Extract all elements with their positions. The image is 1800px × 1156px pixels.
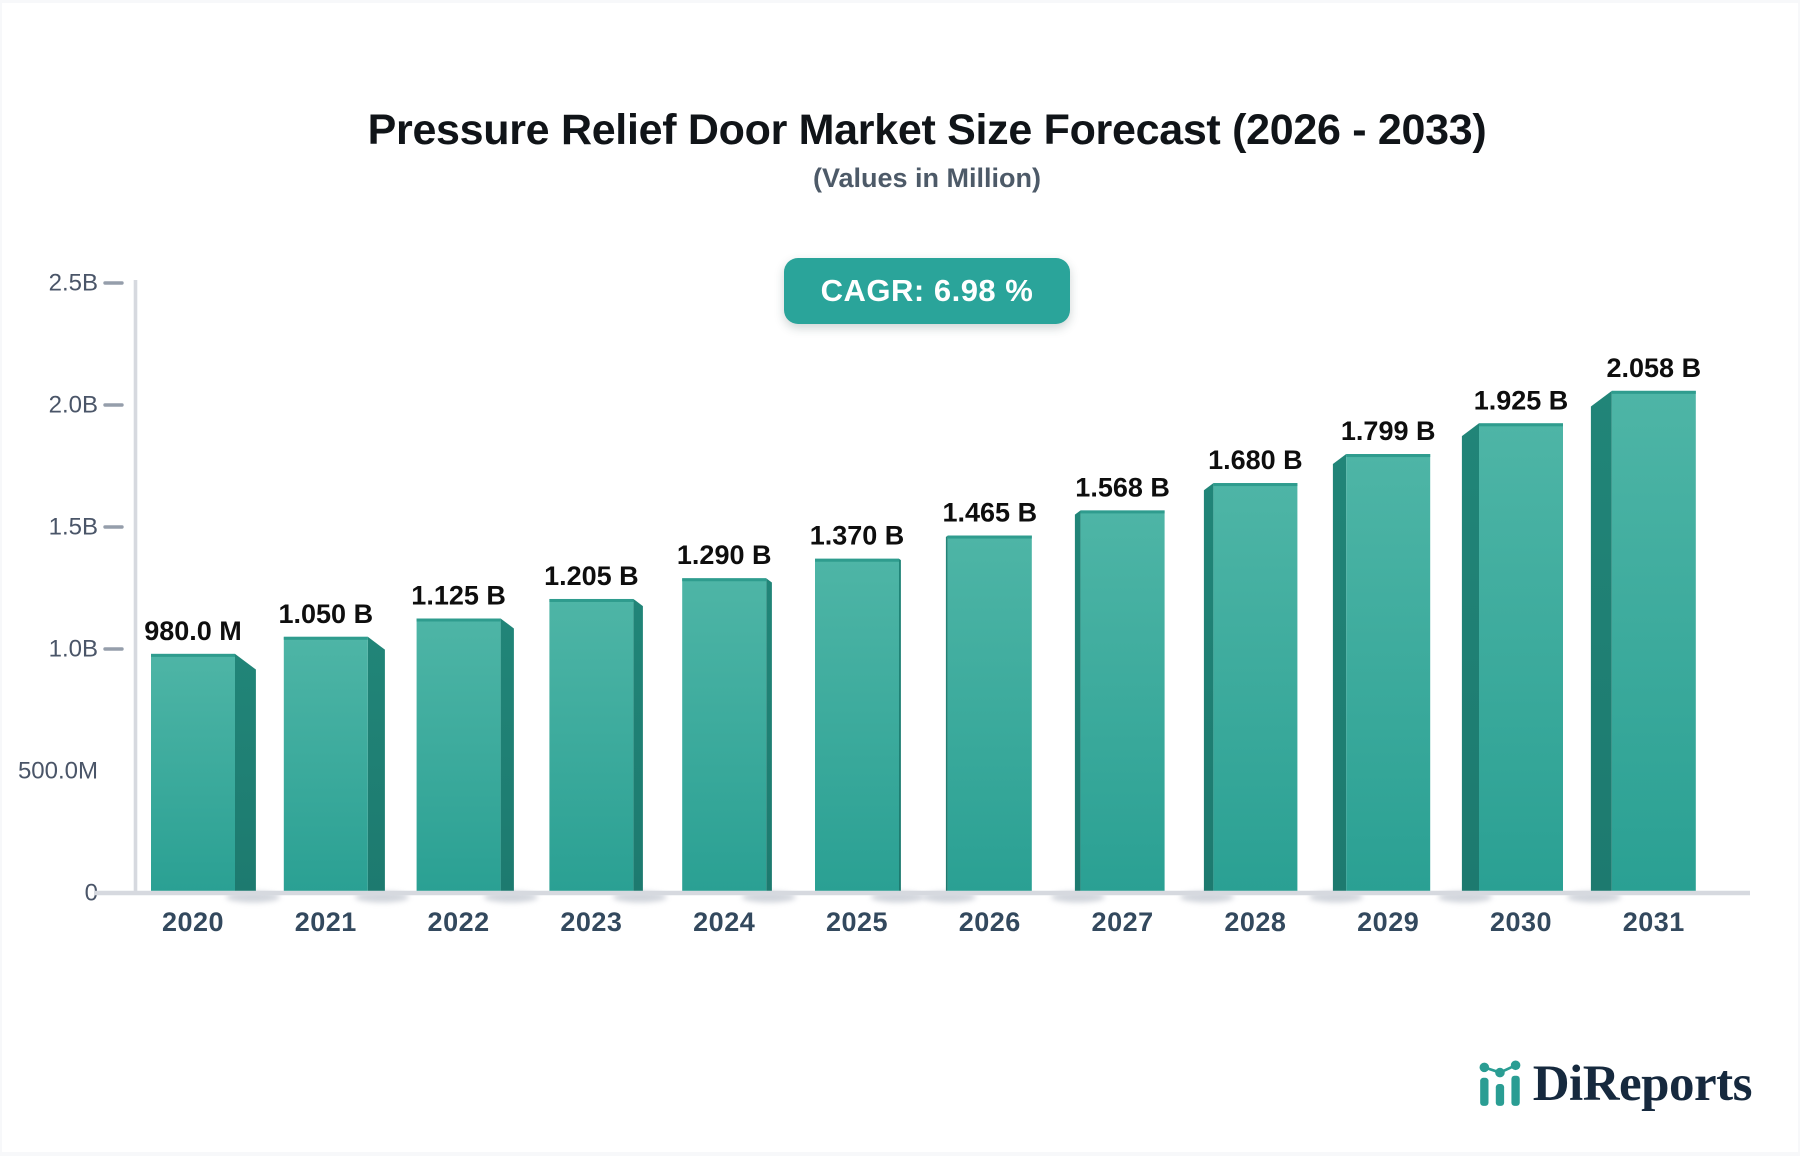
bar-2022 xyxy=(416,618,501,893)
page-title: Pressure Relief Door Market Size Forecas… xyxy=(367,106,1487,154)
bar-2027 xyxy=(1080,510,1165,893)
bar-top-edge-2025 xyxy=(815,558,899,562)
x-tick-label-2024: 2024 xyxy=(693,907,755,937)
bar-side-2025 xyxy=(899,558,901,893)
bar-value-label-2025: 1.370 B xyxy=(810,521,905,551)
bar-2024 xyxy=(682,578,767,893)
bar-top-edge-2031 xyxy=(1611,390,1696,394)
bar-side-2031 xyxy=(1590,390,1612,893)
y-tick-label-500.0M: 500.0M xyxy=(18,758,98,785)
bar-value-label-2024: 1.290 B xyxy=(677,540,772,570)
bar-value-label-2027: 1.568 B xyxy=(1075,472,1170,502)
bar-top-edge-2028 xyxy=(1213,483,1298,487)
logo-bar xyxy=(1511,1075,1520,1106)
chart-subtitle: (Values in Million) xyxy=(812,163,1042,193)
bar-side-2027 xyxy=(1074,510,1081,893)
bar-2029 xyxy=(1346,454,1431,893)
bar-2020 xyxy=(151,653,235,893)
x-tick-label-2031: 2031 xyxy=(1623,907,1685,937)
bar-side-2022 xyxy=(500,618,514,893)
bar-value-label-2021: 1.050 B xyxy=(279,599,374,629)
bar-top-edge-2023 xyxy=(549,598,634,602)
logo-bar xyxy=(1495,1084,1504,1106)
bar-2030 xyxy=(1479,423,1563,893)
brand-logo: DiReports xyxy=(1478,1056,1753,1113)
logo-dot xyxy=(1494,1067,1505,1078)
x-tick-label-2029: 2029 xyxy=(1357,907,1419,937)
x-tick-label-2025: 2025 xyxy=(826,907,888,937)
x-tick-label-2027: 2027 xyxy=(1092,907,1154,937)
bar-value-label-2029: 1.799 B xyxy=(1341,416,1436,446)
bar-value-label-2023: 1.205 B xyxy=(544,561,639,591)
bar-2031 xyxy=(1611,390,1696,893)
bar-value-label-2031: 2.058 B xyxy=(1607,353,1702,383)
bar-value-label-2022: 1.125 B xyxy=(411,581,506,611)
bar-value-label-2020: 980.0 M xyxy=(144,616,242,646)
logo-text: DiReports xyxy=(1532,1056,1753,1113)
bar-top-edge-2026 xyxy=(947,535,1032,539)
cagr-badge: CAGR: 6.98 % xyxy=(783,258,1071,324)
bar-2025 xyxy=(815,558,899,893)
logo-dot xyxy=(1479,1062,1489,1073)
x-tick-label-2021: 2021 xyxy=(295,907,357,937)
bar-value-label-2030: 1.925 B xyxy=(1474,385,1569,415)
x-tick-label-2028: 2028 xyxy=(1224,907,1286,937)
bar-side-2029 xyxy=(1332,454,1347,893)
x-tick-label-2023: 2023 xyxy=(560,907,622,937)
bar-side-2026 xyxy=(945,535,948,893)
x-tick-label-2022: 2022 xyxy=(428,907,490,937)
y-tick-label-1.0B: 1.0B xyxy=(49,636,98,663)
bar-side-2028 xyxy=(1203,483,1214,893)
bar-top-edge-2029 xyxy=(1346,454,1431,458)
cagr-badge-row: CAGR: 6.98 % xyxy=(52,258,1800,324)
y-tick-label-2.5B: 2.5B xyxy=(49,270,98,297)
bar-2021 xyxy=(283,636,368,893)
bar-side-2030 xyxy=(1461,423,1479,893)
chart-card: Pressure Relief Door Market Size Forecas… xyxy=(2,3,1798,1152)
bar-value-label-2028: 1.680 B xyxy=(1208,445,1303,475)
bar-top-edge-2027 xyxy=(1080,510,1165,514)
bar-2023 xyxy=(549,598,634,893)
bar-side-2024 xyxy=(766,578,772,893)
bar-top-edge-2020 xyxy=(151,653,235,657)
bar-side-2020 xyxy=(235,653,256,893)
bar-side-2023 xyxy=(633,598,643,893)
y-tick-label-1.5B: 1.5B xyxy=(49,514,98,541)
bar-side-2021 xyxy=(367,636,385,893)
logo-bar xyxy=(1479,1077,1489,1106)
bar-top-edge-2022 xyxy=(416,618,501,622)
bar-value-label-2026: 1.465 B xyxy=(943,498,1038,528)
bar-top-edge-2021 xyxy=(283,636,368,640)
bar-chart: 2.5B 2.0B 1.5B 1.0B 500.0M 0 980.0 M 2020 1.050 … xyxy=(18,270,1750,937)
x-tick-label-2020: 2020 xyxy=(162,907,224,937)
logo-dot xyxy=(1510,1060,1521,1071)
bar-2026 xyxy=(947,535,1032,893)
bar-top-edge-2030 xyxy=(1479,423,1563,427)
bar-2028 xyxy=(1213,483,1298,893)
bar-top-edge-2024 xyxy=(682,578,767,582)
mini-bar-chart-icon xyxy=(1479,1060,1521,1106)
x-tick-label-2026: 2026 xyxy=(959,907,1021,937)
y-tick-label-2.0B: 2.0B xyxy=(49,392,98,419)
x-tick-label-2030: 2030 xyxy=(1490,907,1552,937)
y-tick-label-0: 0 xyxy=(85,880,98,907)
